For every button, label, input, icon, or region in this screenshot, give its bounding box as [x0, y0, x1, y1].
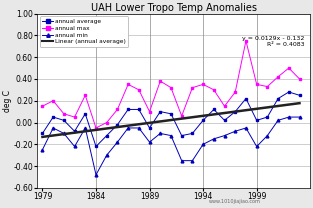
Y-axis label: deg C: deg C — [3, 90, 12, 112]
Text: y = 0.0129x - 0.132
R² = 0.4083: y = 0.0129x - 0.132 R² = 0.4083 — [242, 36, 305, 47]
Text: www.1010jiajiao.com: www.1010jiajiao.com — [209, 199, 261, 204]
Legend: annual average, annual max, annual min, Linear (annual average): annual average, annual max, annual min, … — [40, 16, 128, 47]
Title: UAH Lower Tropo Temp Anomalies: UAH Lower Tropo Temp Anomalies — [91, 3, 257, 13]
